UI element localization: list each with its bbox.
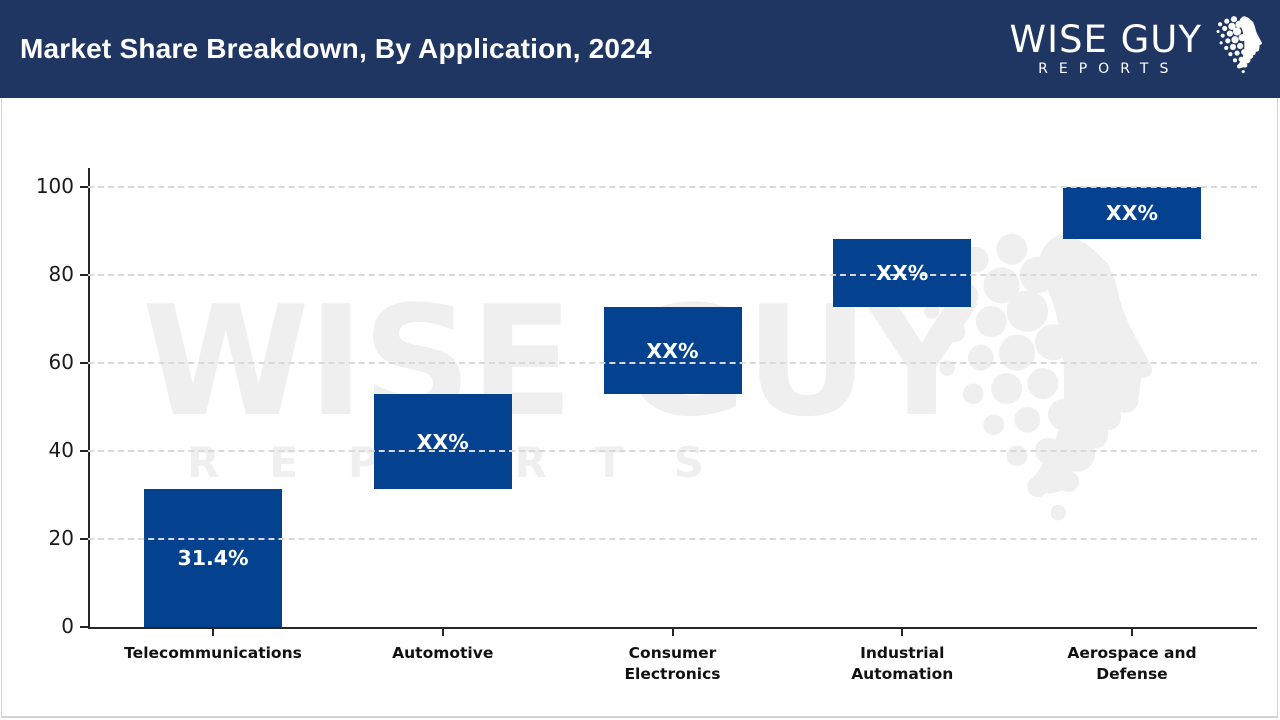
bar-aerospace-and-defense xyxy=(1063,187,1201,239)
y-tick-label-100: 100 xyxy=(35,174,74,198)
y-tick-label-40: 40 xyxy=(48,438,74,462)
category-label-automotive: Automotive xyxy=(392,644,494,662)
gridline-60 xyxy=(88,362,1257,364)
x-tick xyxy=(441,629,444,636)
y-tick-label-80: 80 xyxy=(48,262,74,286)
bar-consumer-electronics xyxy=(603,307,742,395)
category-label-aerospace-and-defense: Aerospace and Defense xyxy=(1067,644,1197,683)
y-tick-100 xyxy=(80,186,89,188)
bar-automotive xyxy=(373,394,512,489)
gridline-100 xyxy=(88,186,1257,188)
bar-industrial-automation xyxy=(833,238,972,308)
y-tick-40 xyxy=(80,450,89,452)
y-tick-label-20: 20 xyxy=(48,526,74,550)
x-tick xyxy=(1131,629,1133,636)
bar-value-label: XX% xyxy=(1105,200,1159,225)
wise-guy-logo: WISE GUY REPORTS xyxy=(1010,13,1266,85)
y-tick-label-60: 60 xyxy=(48,350,74,374)
bar-value-label: XX% xyxy=(646,338,699,363)
x-tick xyxy=(212,629,214,636)
category-label-industrial-automation: Industrial Automation xyxy=(851,644,954,683)
bar-telecommunications xyxy=(144,488,282,627)
x-axis-line xyxy=(88,627,1257,629)
logo-wordmark-line2: REPORTS xyxy=(1038,61,1180,77)
waterfall-chart: 31.4% XX% XX% XX% XX% 0 20 40 60 80 100 Telecommuni… xyxy=(2,98,1279,718)
gridline-20 xyxy=(88,538,1257,540)
y-tick-80 xyxy=(80,274,89,276)
bar-value-label: XX% xyxy=(876,261,929,285)
y-tick-0 xyxy=(80,626,89,628)
x-tick xyxy=(671,629,674,636)
logo-wordmark-line1: WISE GUY xyxy=(1009,18,1202,61)
page-title: Market Share Breakdown, By Application, … xyxy=(20,33,652,64)
y-tick-60 xyxy=(80,362,89,364)
y-axis-line xyxy=(88,168,90,629)
header-bar: Market Share Breakdown, By Application, … xyxy=(0,0,1280,98)
bar-value-label: XX% xyxy=(416,429,469,454)
category-label-telecommunications: Telecommunications xyxy=(124,644,302,662)
chart-panel: WISE GUY REPORTS 31.4%XX%XX%XX%XX%020406… xyxy=(1,98,1278,718)
bar-value-label: 31.4% xyxy=(177,545,249,570)
y-tick-20 xyxy=(80,538,89,540)
category-label-consumer-electronics: Consumer Electronics xyxy=(624,644,721,683)
logo-wordmark: WISE GUY REPORTS xyxy=(1009,18,1202,78)
logo-head-icon xyxy=(1216,16,1262,74)
x-tick xyxy=(901,629,904,636)
gridline-80 xyxy=(88,274,1257,276)
y-tick-label-0: 0 xyxy=(61,614,74,638)
gridline-40 xyxy=(88,450,1257,452)
